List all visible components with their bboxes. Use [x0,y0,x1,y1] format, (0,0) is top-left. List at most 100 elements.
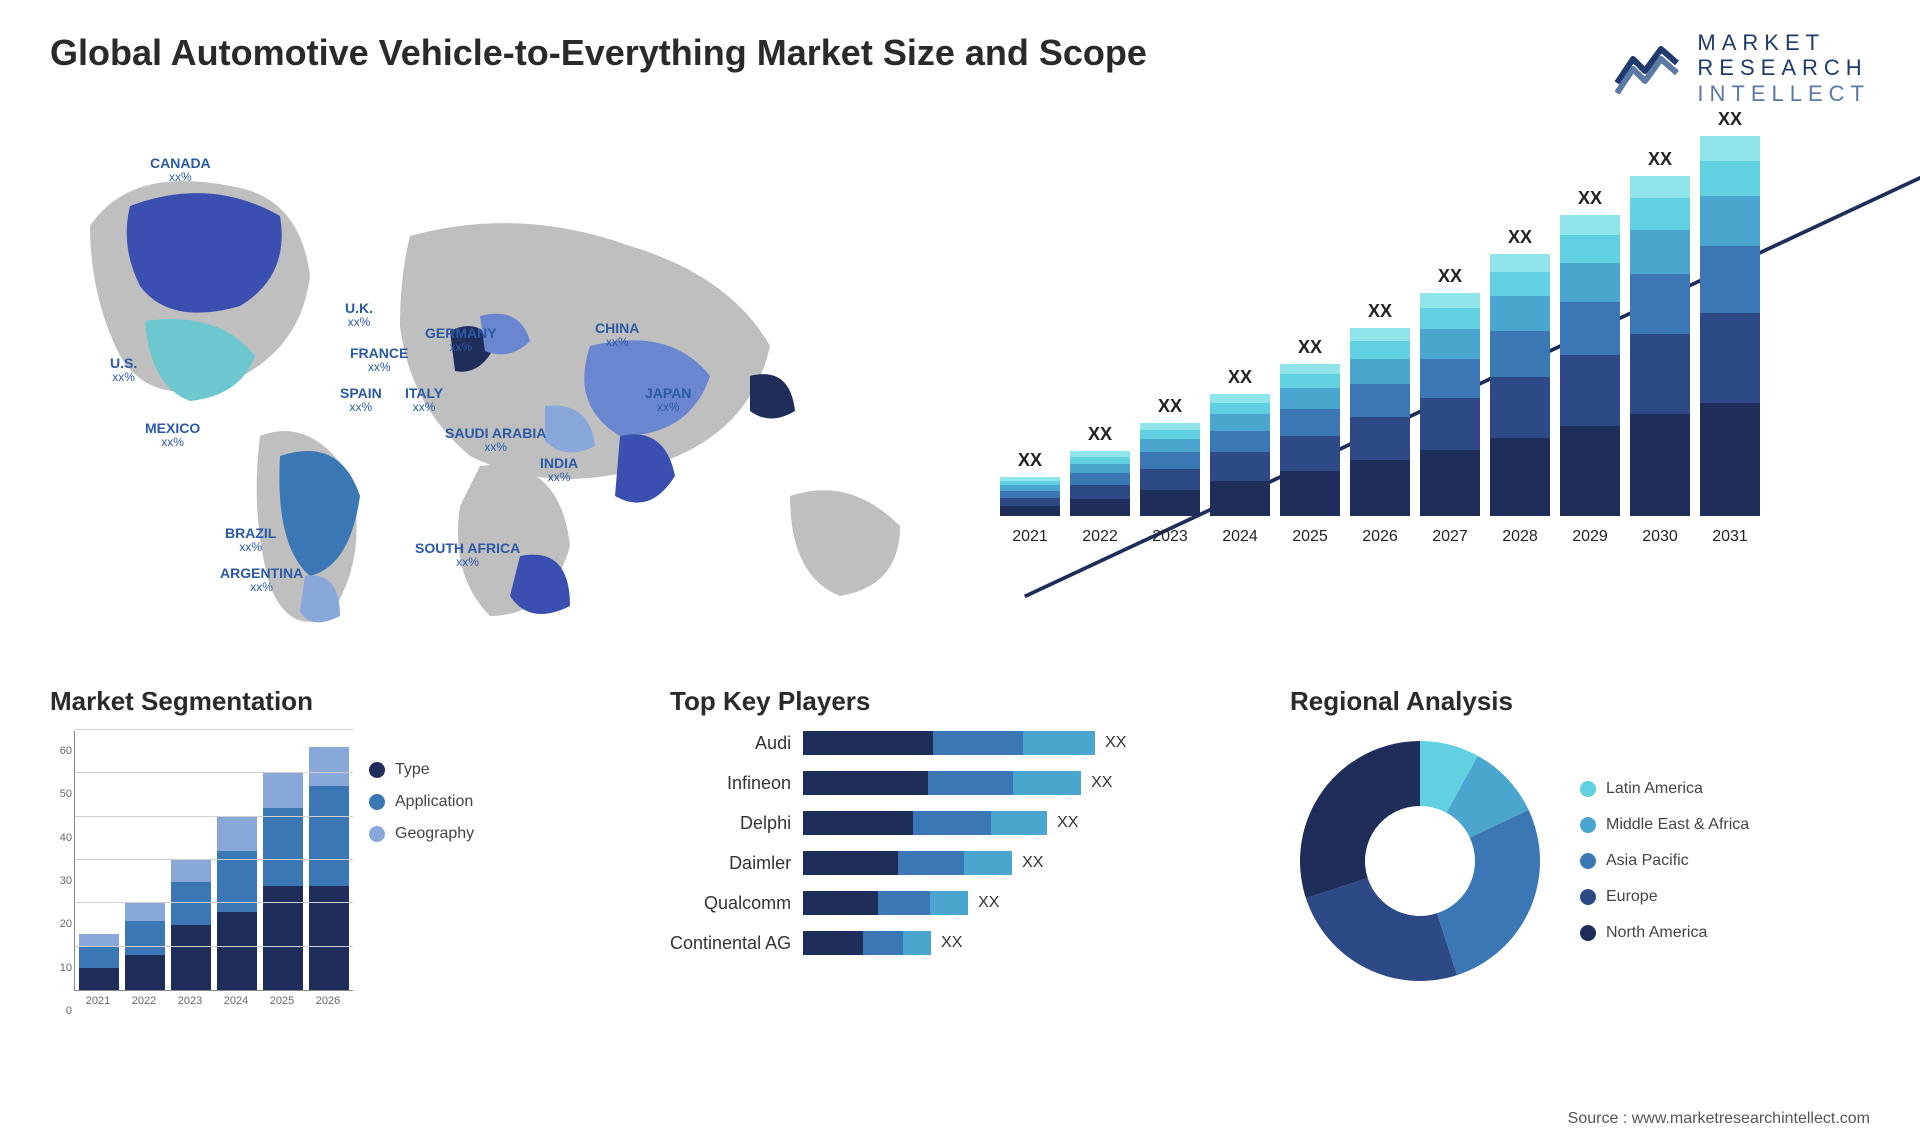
seg-x-label: 2026 [308,995,348,1007]
map-label-uk: U.K.xx% [345,301,373,330]
seg-ytick: 0 [66,1005,72,1017]
map-label-saudiarabia: SAUDI ARABIAxx% [445,426,546,455]
map-label-japan: JAPANxx% [645,386,691,415]
seg-bar-2026 [309,747,349,990]
player-bar-daimler: XX [803,851,1126,875]
map-label-brazil: BRAZILxx% [225,526,276,555]
map-label-india: INDIAxx% [540,456,578,485]
player-value: XX [978,894,999,912]
brand-logo: MARKET RESEARCH INTELLECT [1615,30,1870,106]
seg-bar-2025 [263,773,303,990]
growth-chart-panel: XX2021XX2022XX2023XX2024XX2025XX2026XX20… [990,126,1870,646]
seg-bar-2023 [171,860,211,990]
map-label-canada: CANADAxx% [150,156,211,185]
player-value: XX [1022,854,1043,872]
growth-bar-year: 2031 [1712,528,1748,546]
growth-bar-value: XX [1718,109,1742,130]
growth-bar-year: 2026 [1362,528,1398,546]
player-bar-qualcomm: XX [803,891,1126,915]
regional-donut [1290,731,1550,991]
player-label: Qualcomm [670,891,791,915]
player-label: Daimler [670,851,791,875]
growth-bar-2027: XX2027 [1420,266,1480,546]
player-bar-infineon: XX [803,771,1126,795]
growth-bar-2029: XX 2029 [1560,188,1620,546]
growth-bar-value: XX [1648,149,1672,170]
seg-ytick: 20 [60,918,72,930]
growth-bar-2030: XX 2030 [1630,149,1690,546]
growth-bar-2026: XX 2026 [1350,301,1410,546]
player-value: XX [1091,774,1112,792]
map-label-italy: ITALYxx% [405,386,443,415]
growth-bar-value: XX [1368,301,1392,322]
map-label-argentina: ARGENTINAxx% [220,566,303,595]
regional-legend-item: Latin America [1580,780,1749,798]
donut-slice [1437,810,1540,975]
player-label: Continental AG [670,931,791,955]
seg-bar-2021 [79,934,119,990]
player-label: Audi [670,731,791,755]
map-label-france: FRANCExx% [350,346,408,375]
regional-title: Regional Analysis [1290,686,1870,717]
player-bar-continentalag: XX [803,931,1126,955]
logo-text-3: INTELLECT [1697,81,1870,106]
growth-bar-2022: XX2022 [1070,424,1130,546]
seg-x-label: 2022 [124,995,164,1007]
growth-bar-value: XX [1018,450,1042,471]
logo-mark-icon [1615,41,1685,95]
growth-bar-2023: XX 2023 [1140,396,1200,546]
regional-legend-item: Asia Pacific [1580,852,1749,870]
map-label-mexico: MEXICOxx% [145,421,200,450]
growth-bar-year: 2021 [1012,528,1048,546]
segmentation-title: Market Segmentation [50,686,630,717]
seg-legend-item: Geography [369,825,474,843]
growth-bar-value: XX [1088,424,1112,445]
seg-legend-item: Application [369,793,474,811]
growth-bar-year: 2028 [1502,528,1538,546]
page-title: Global Automotive Vehicle-to-Everything … [50,30,1147,75]
map-label-germany: GERMANYxx% [425,326,497,355]
growth-bar-2031: XX 2031 [1700,109,1760,546]
growth-bar-year: 2027 [1432,528,1468,546]
growth-bar-2025: XX 2025 [1280,337,1340,546]
growth-bar-2024: XX 2024 [1210,367,1270,546]
player-bar-delphi: XX [803,811,1126,835]
map-label-us: U.S.xx% [110,356,137,385]
world-map-panel: CANADAxx% U.S.xx% MEXICOxx% BRAZILxx% ARGENT… [50,126,950,646]
growth-bar-year: 2024 [1222,528,1258,546]
player-bar-audi: XX [803,731,1126,755]
segmentation-section: Market Segmentation 0102030405060 202120… [50,686,630,1011]
player-value: XX [941,934,962,952]
donut-slice [1300,741,1420,898]
growth-bar-value: XX [1228,367,1252,388]
seg-ytick: 40 [60,832,72,844]
regional-legend-item: North America [1580,924,1749,942]
map-label-china: CHINAxx% [595,321,639,350]
map-label-southafrica: SOUTH AFRICAxx% [415,541,520,570]
seg-x-label: 2023 [170,995,210,1007]
regional-section: Regional Analysis Latin AmericaMiddle Ea… [1290,686,1870,1011]
growth-bar-value: XX [1578,188,1602,209]
donut-slice [1306,878,1457,981]
growth-bar-year: 2025 [1292,528,1328,546]
players-section: Top Key Players AudiInfineonDelphiDaimle… [670,686,1250,1011]
growth-bar-year: 2023 [1152,528,1188,546]
regional-legend-item: Europe [1580,888,1749,906]
seg-ytick: 30 [60,875,72,887]
map-label-spain: SPAINxx% [340,386,382,415]
growth-bar-2028: XX2028 [1490,227,1550,546]
players-title: Top Key Players [670,686,1250,717]
seg-x-label: 2024 [216,995,256,1007]
growth-bar-value: XX [1298,337,1322,358]
seg-bar-2024 [217,817,257,990]
source-attribution: Source : www.marketresearchintellect.com [1568,1110,1870,1128]
seg-ytick: 10 [60,962,72,974]
player-label: Delphi [670,811,791,835]
logo-text-1: MARKET [1697,30,1870,55]
growth-bar-year: 2029 [1572,528,1608,546]
growth-bar-year: 2030 [1642,528,1678,546]
growth-bar-value: XX [1158,396,1182,417]
logo-text-2: RESEARCH [1697,55,1870,80]
seg-ytick: 50 [60,788,72,800]
seg-legend-item: Type [369,761,474,779]
